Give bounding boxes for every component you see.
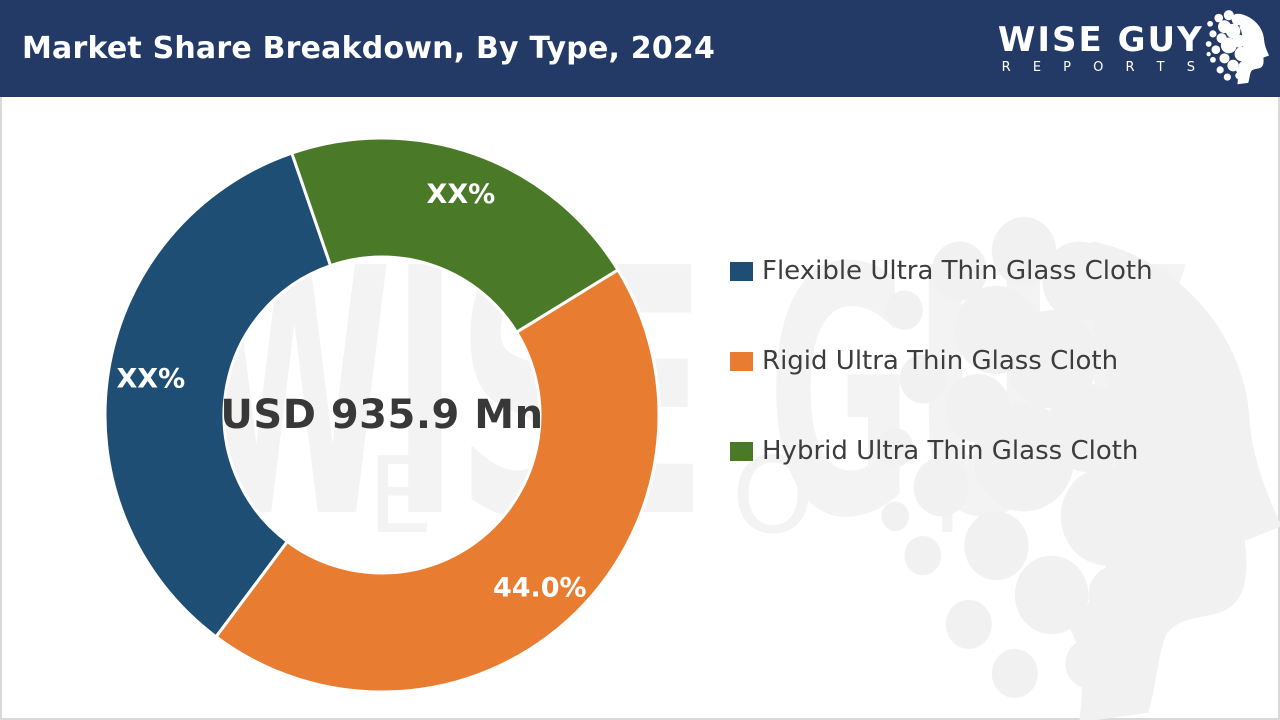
wise-guy-logo: WISE GUY R E P O R T S bbox=[998, 8, 1280, 90]
logo-face-icon bbox=[1205, 9, 1270, 84]
legend-item-hybrid[interactable]: Hybrid Ultra Thin Glass Cloth bbox=[730, 435, 1153, 467]
page-title: Market Share Breakdown, By Type, 2024 bbox=[22, 31, 716, 66]
slice-label-2: XX% bbox=[427, 179, 496, 210]
donut-slice-1[interactable] bbox=[214, 268, 661, 694]
chart-legend: Flexible Ultra Thin Glass Cloth Rigid Ul… bbox=[730, 255, 1153, 525]
legend-label: Flexible Ultra Thin Glass Cloth bbox=[762, 256, 1153, 286]
chart-center-value: USD 935.9 Mn bbox=[220, 392, 544, 438]
legend-swatch-flexible bbox=[730, 261, 753, 281]
chart-area: WISE GUY R E P O R T S XX%44.0%XX% USD 9… bbox=[0, 97, 1280, 720]
logo-subtitle: R E P O R T S bbox=[1001, 59, 1204, 75]
legend-swatch-hybrid bbox=[730, 441, 753, 461]
slice-label-0: XX% bbox=[116, 363, 185, 394]
legend-item-rigid[interactable]: Rigid Ultra Thin Glass Cloth bbox=[730, 345, 1153, 377]
logo-text: WISE GUY R E P O R T S bbox=[998, 23, 1204, 75]
legend-label: Hybrid Ultra Thin Glass Cloth bbox=[762, 436, 1139, 466]
legend-item-flexible[interactable]: Flexible Ultra Thin Glass Cloth bbox=[730, 255, 1153, 287]
slice-label-1: 44.0% bbox=[493, 572, 587, 603]
legend-swatch-rigid bbox=[730, 351, 753, 371]
header-bar: Market Share Breakdown, By Type, 2024 WI… bbox=[0, 0, 1280, 97]
donut-chart: XX% 44.0% XX% bbox=[103, 136, 661, 694]
donut-slice-0[interactable] bbox=[103, 151, 333, 639]
legend-label: Rigid Ultra Thin Glass Cloth bbox=[762, 346, 1119, 376]
donut-slice-2[interactable] bbox=[290, 136, 620, 334]
logo-wordmark: WISE GUY bbox=[997, 19, 1204, 60]
